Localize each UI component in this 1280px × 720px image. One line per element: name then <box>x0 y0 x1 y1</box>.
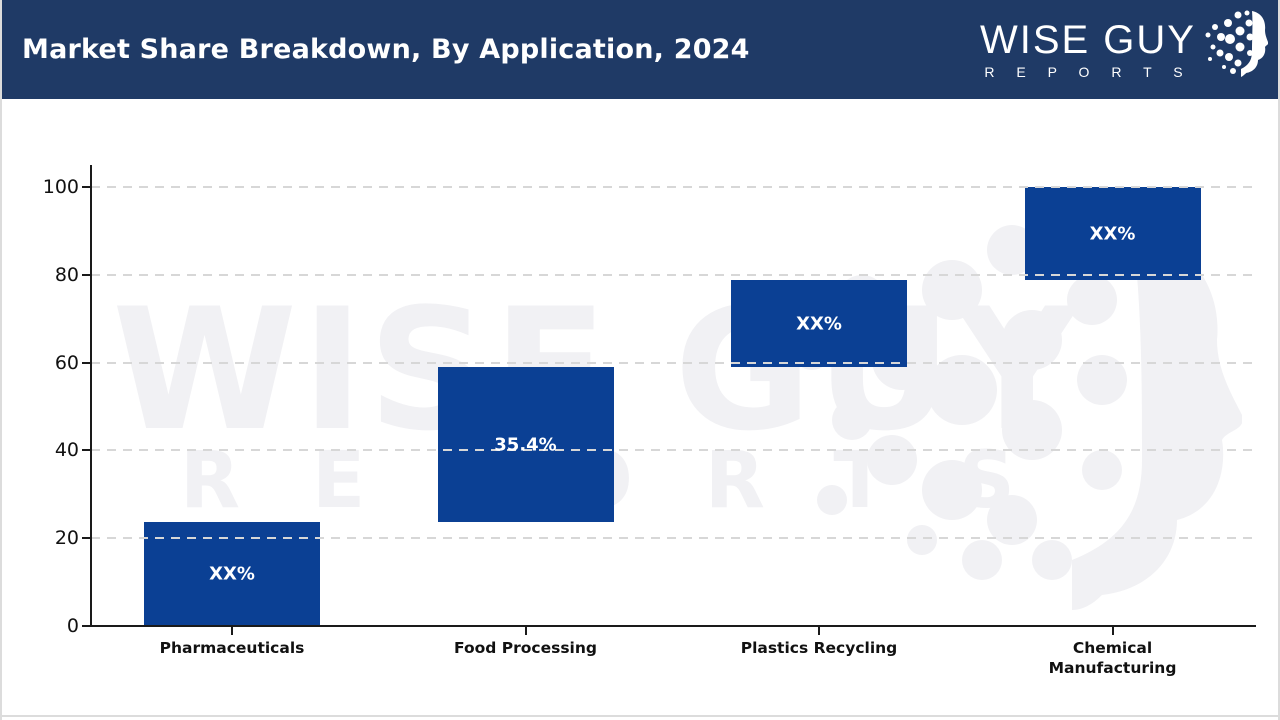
y-tick-label: 40 <box>54 439 79 462</box>
bar-plastics-recycling <box>731 280 907 367</box>
brand-logo: WISE GUY R E P O R T S <box>980 9 1268 91</box>
y-tick-label: 20 <box>54 527 79 550</box>
bottom-divider <box>2 715 1278 717</box>
gridline-60 <box>91 361 1256 364</box>
page-title: Market Share Breakdown, By Application, … <box>22 34 750 65</box>
x-tick <box>231 627 233 635</box>
gridline-20 <box>91 537 1256 540</box>
x-category-label: Pharmaceuticals <box>159 639 305 657</box>
bar-value-label: XX% <box>796 313 842 335</box>
brand-name: WISE GUY <box>979 18 1196 62</box>
gridline-100 <box>91 186 1256 188</box>
y-tick-label: 100 <box>42 176 79 198</box>
brand-logo-text: WISE GUY R E P O R T S <box>980 20 1196 79</box>
y-tick <box>82 361 90 364</box>
bar-food-processing <box>437 366 614 523</box>
x-category-label: Plastics Recycling <box>740 639 898 657</box>
brand-subname: R E P O R T S <box>984 64 1192 80</box>
x-tick <box>1111 627 1114 635</box>
y-tick-label: 80 <box>54 263 79 286</box>
x-category-label: Food Processing <box>454 639 597 657</box>
brand-head-icon <box>1205 10 1268 77</box>
bar-value-label: XX% <box>209 563 255 585</box>
gridline-40 <box>91 449 1256 452</box>
x-category-label: Chemical Manufacturing <box>1048 639 1177 677</box>
y-tick <box>82 273 90 276</box>
y-tick-label: 60 <box>54 351 79 374</box>
bar-chemical-manufacturing <box>1024 187 1201 281</box>
y-axis-line <box>90 165 92 627</box>
y-tick <box>82 625 90 627</box>
bar-pharmaceuticals <box>144 522 320 626</box>
header-bar: Market Share Breakdown, By Application, … <box>2 0 1278 99</box>
y-tick-label: 0 <box>66 615 79 637</box>
bar-value-label: 35.4% <box>494 434 557 456</box>
y-tick <box>82 449 90 452</box>
y-tick <box>82 537 90 540</box>
x-axis-line <box>90 625 1256 627</box>
x-tick <box>524 627 527 635</box>
gridline-80 <box>91 273 1256 276</box>
x-tick <box>818 627 820 635</box>
y-tick <box>82 186 90 188</box>
bar-value-label: XX% <box>1089 223 1136 245</box>
